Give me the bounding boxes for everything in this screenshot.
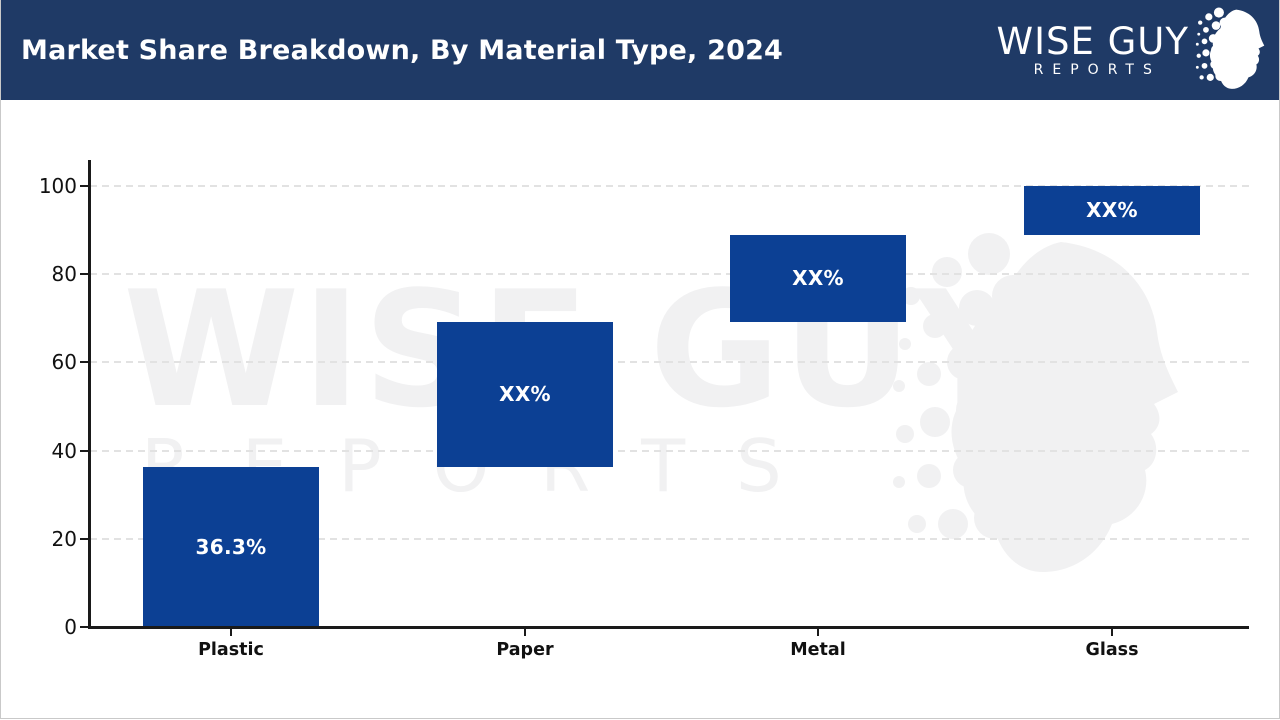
page-title: Market Share Breakdown, By Material Type… [21, 34, 784, 66]
x-tick-mark-metal [817, 628, 819, 636]
bar-value-label-paper: XX% [499, 382, 551, 407]
x-tick-mark-plastic [230, 628, 232, 636]
x-tick-mark-paper [524, 628, 526, 636]
watermark-head-icon [893, 233, 1178, 572]
x-category-label-metal: Metal [790, 640, 846, 660]
bar-metal: XX% [730, 234, 906, 322]
y-tick-label-80: 80 [51, 262, 77, 287]
x-category-label-paper: Paper [496, 640, 554, 660]
bar-value-label-glass: XX% [1086, 198, 1138, 223]
y-tick-mark-60 [80, 361, 88, 364]
y-tick-mark-100 [80, 185, 88, 187]
x-category-label-glass: Glass [1085, 640, 1139, 660]
gridline-100 [90, 185, 1249, 187]
chart-plot-area: WISE GUY R E P O R T S 02040608010036.3%… [1, 100, 1279, 718]
logo-subtitle: REPORTS [1033, 62, 1161, 78]
gridline-60 [90, 361, 1249, 364]
y-tick-label-40: 40 [51, 438, 77, 463]
logo-text: WISE GUY REPORTS [997, 23, 1189, 77]
y-axis-line [88, 160, 91, 628]
y-tick-label-60: 60 [51, 350, 77, 375]
gridline-20 [90, 537, 1249, 540]
y-tick-mark-0 [80, 626, 88, 628]
y-tick-mark-80 [80, 273, 88, 276]
gridline-40 [90, 449, 1249, 452]
bar-glass: XX% [1024, 186, 1200, 235]
bar-value-label-plastic: 36.3% [195, 534, 267, 559]
y-tick-mark-20 [80, 537, 88, 540]
dotted-head-icon [1195, 7, 1265, 89]
logo-wordmark: WISE GUY [996, 20, 1189, 63]
wise-guy-reports-logo: WISE GUY REPORTS [997, 6, 1265, 94]
y-tick-label-100: 100 [38, 174, 77, 198]
y-tick-mark-40 [80, 449, 88, 452]
y-tick-label-20: 20 [51, 526, 77, 551]
x-category-label-plastic: Plastic [198, 640, 264, 660]
x-tick-mark-glass [1111, 628, 1113, 636]
bar-value-label-metal: XX% [792, 266, 844, 291]
header-bar: Market Share Breakdown, By Material Type… [1, 0, 1279, 100]
y-tick-label-0: 0 [64, 615, 77, 639]
bar-plastic: 36.3% [143, 466, 319, 627]
x-axis-line [88, 626, 1249, 629]
bar-paper: XX% [437, 321, 613, 467]
gridline-80 [90, 273, 1249, 276]
